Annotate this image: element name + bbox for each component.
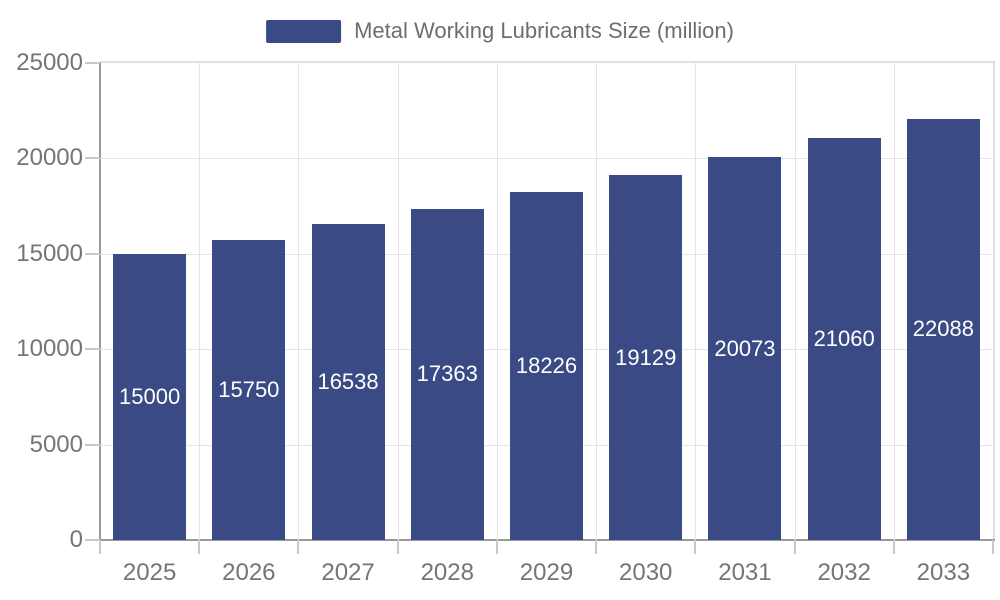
bar: 15000 — [113, 253, 187, 540]
x-gridline — [596, 63, 598, 540]
y-tick — [85, 62, 100, 64]
plot-border-right — [993, 61, 995, 542]
plot-area: 15000 15750 16538 17363 18226 19129 20073 21060… — [100, 63, 993, 540]
x-axis-line — [99, 539, 995, 541]
bar-value-label: 15750 — [218, 376, 280, 402]
bar: 17363 — [410, 208, 484, 540]
bar: 22088 — [906, 118, 980, 540]
x-tick-label: 2033 — [916, 559, 971, 586]
y-tick-label: 15000 — [16, 239, 83, 267]
x-tick — [396, 540, 399, 554]
bar-value-label: 15000 — [119, 383, 181, 409]
x-tick — [495, 540, 498, 554]
y-tick — [85, 443, 100, 446]
bar: 16538 — [311, 224, 385, 540]
x-tick-label: 2029 — [519, 559, 574, 586]
bar-value-label: 20073 — [714, 335, 776, 361]
y-tick — [85, 252, 100, 255]
x-tick — [793, 540, 796, 554]
y-tick — [85, 157, 100, 160]
x-tick — [694, 540, 697, 554]
y-gridline — [100, 158, 993, 160]
plot-border-top — [100, 61, 995, 63]
y-tick-label: 10000 — [16, 335, 83, 363]
x-tick-label: 2027 — [321, 559, 375, 586]
y-tick-label: 5000 — [29, 430, 83, 458]
y-tick-label: 0 — [69, 526, 83, 553]
bar-value-label: 18226 — [515, 353, 578, 379]
bar: 20073 — [708, 157, 782, 540]
x-tick — [297, 540, 300, 554]
y-tick — [85, 539, 100, 541]
x-gridline — [794, 63, 796, 540]
bar-value-label: 17363 — [416, 361, 478, 387]
bar-value-label: 16538 — [317, 369, 379, 395]
x-tick — [198, 540, 201, 554]
x-tick-label: 2025 — [122, 559, 177, 586]
bar-value-label: 22088 — [912, 316, 974, 342]
bar: 21060 — [807, 138, 881, 540]
chart-legend[interactable]: Metal Working Lubricants Size (million) — [266, 18, 734, 44]
legend-swatch-icon — [266, 19, 342, 43]
bar-value-label: 21060 — [813, 326, 875, 352]
bar-value-label: 19129 — [615, 344, 677, 370]
x-tick — [595, 540, 598, 554]
x-gridline — [893, 63, 895, 540]
x-gridline — [199, 63, 201, 540]
legend-label: Metal Working Lubricants Size (million) — [354, 18, 734, 43]
x-gridline — [397, 63, 399, 540]
x-tick-label: 2030 — [619, 559, 673, 586]
bar: 19129 — [609, 175, 683, 540]
x-tick-label: 2026 — [222, 559, 276, 586]
bar: 18226 — [510, 192, 583, 540]
y-tick-label: 25000 — [16, 49, 83, 76]
x-tick — [992, 540, 994, 554]
y-tick — [85, 348, 100, 351]
bar: 15750 — [212, 239, 286, 540]
y-axis-line — [99, 62, 101, 542]
x-tick-label: 2028 — [420, 559, 474, 586]
x-tick-label: 2031 — [718, 559, 772, 586]
x-gridline — [298, 63, 300, 540]
x-tick — [99, 540, 101, 554]
x-tick — [892, 540, 895, 554]
y-tick-label: 20000 — [16, 144, 83, 172]
x-gridline — [695, 63, 697, 540]
x-tick-label: 2032 — [817, 559, 871, 586]
x-gridline — [496, 63, 498, 540]
